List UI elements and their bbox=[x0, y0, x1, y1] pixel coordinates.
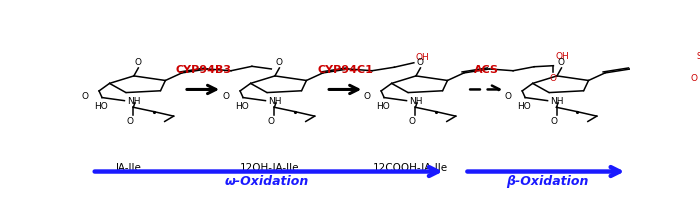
Text: HO: HO bbox=[235, 102, 249, 111]
Text: O: O bbox=[82, 92, 89, 101]
Text: O: O bbox=[135, 58, 142, 67]
Text: O: O bbox=[691, 74, 698, 83]
Text: 12COOH-JA-Ile: 12COOH-JA-Ile bbox=[372, 163, 448, 172]
Text: O: O bbox=[276, 58, 283, 67]
Text: NH: NH bbox=[127, 97, 140, 106]
Text: CYP94B3: CYP94B3 bbox=[175, 65, 231, 75]
Text: ACS: ACS bbox=[474, 65, 498, 75]
Text: JA-Ile: JA-Ile bbox=[116, 163, 141, 172]
Text: O: O bbox=[223, 92, 230, 101]
Text: OH: OH bbox=[556, 52, 570, 61]
Text: O: O bbox=[558, 58, 565, 67]
Text: 12OH-JA-Ile: 12OH-JA-Ile bbox=[239, 163, 299, 172]
Text: ω-Oxidation: ω-Oxidation bbox=[225, 176, 309, 189]
Text: O: O bbox=[364, 92, 371, 101]
Text: O: O bbox=[127, 117, 134, 126]
Text: OH: OH bbox=[415, 53, 429, 62]
Text: O: O bbox=[550, 74, 557, 83]
Text: O: O bbox=[409, 117, 416, 126]
Text: HO: HO bbox=[517, 102, 531, 111]
Text: NH: NH bbox=[550, 97, 564, 106]
Text: HO: HO bbox=[377, 102, 390, 111]
Text: NH: NH bbox=[268, 97, 281, 106]
Text: NH: NH bbox=[409, 97, 422, 106]
Text: O: O bbox=[417, 58, 424, 67]
Text: SCoA: SCoA bbox=[696, 52, 700, 61]
Text: β-Oxidation: β-Oxidation bbox=[506, 176, 588, 189]
Text: CYP94C1: CYP94C1 bbox=[317, 65, 373, 75]
Text: O: O bbox=[505, 92, 512, 101]
Text: O: O bbox=[268, 117, 275, 126]
Text: HO: HO bbox=[94, 102, 108, 111]
Text: O: O bbox=[550, 117, 557, 126]
